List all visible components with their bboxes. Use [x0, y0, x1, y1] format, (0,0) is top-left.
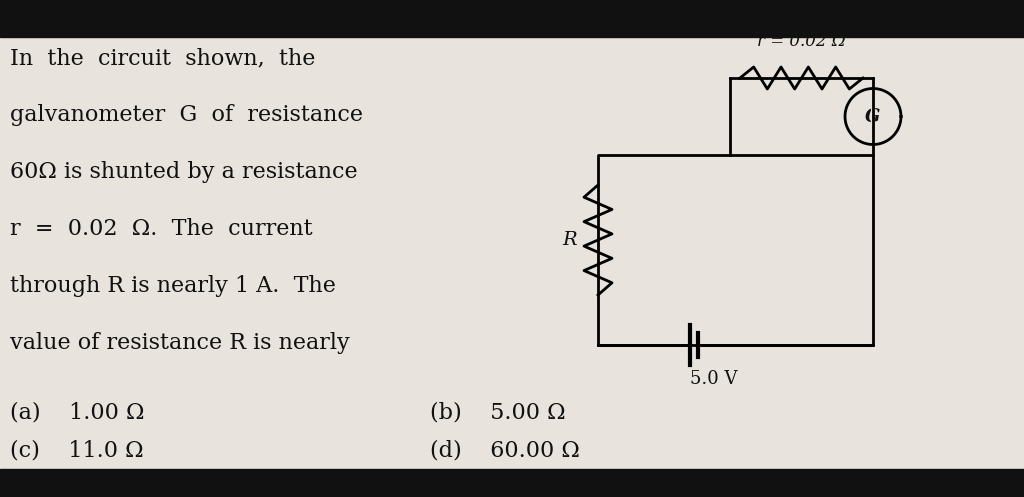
Text: (b)    5.00 Ω: (b) 5.00 Ω — [430, 402, 565, 424]
Text: 5.0 V: 5.0 V — [690, 370, 738, 388]
Text: value of resistance R is nearly: value of resistance R is nearly — [10, 332, 350, 354]
Bar — [0, 37, 1024, 469]
Text: (c)    11.0 Ω: (c) 11.0 Ω — [10, 439, 143, 461]
Text: 60Ω is shunted by a resistance: 60Ω is shunted by a resistance — [10, 161, 357, 183]
Text: r = 0.02 Ω: r = 0.02 Ω — [758, 33, 846, 50]
Text: galvanometer  G  of  resistance: galvanometer G of resistance — [10, 104, 362, 126]
Text: In  the  circuit  shown,  the: In the circuit shown, the — [10, 47, 315, 69]
Text: through R is nearly 1 A.  The: through R is nearly 1 A. The — [10, 275, 336, 297]
Text: G: G — [865, 107, 881, 126]
Text: (a)    1.00 Ω: (a) 1.00 Ω — [10, 402, 144, 424]
Text: (d)    60.00 Ω: (d) 60.00 Ω — [430, 439, 580, 461]
Text: r  =  0.02  Ω.  The  current: r = 0.02 Ω. The current — [10, 218, 312, 240]
Bar — [0, 469, 1024, 497]
Text: R: R — [562, 231, 578, 249]
Bar — [0, 0, 1024, 37]
